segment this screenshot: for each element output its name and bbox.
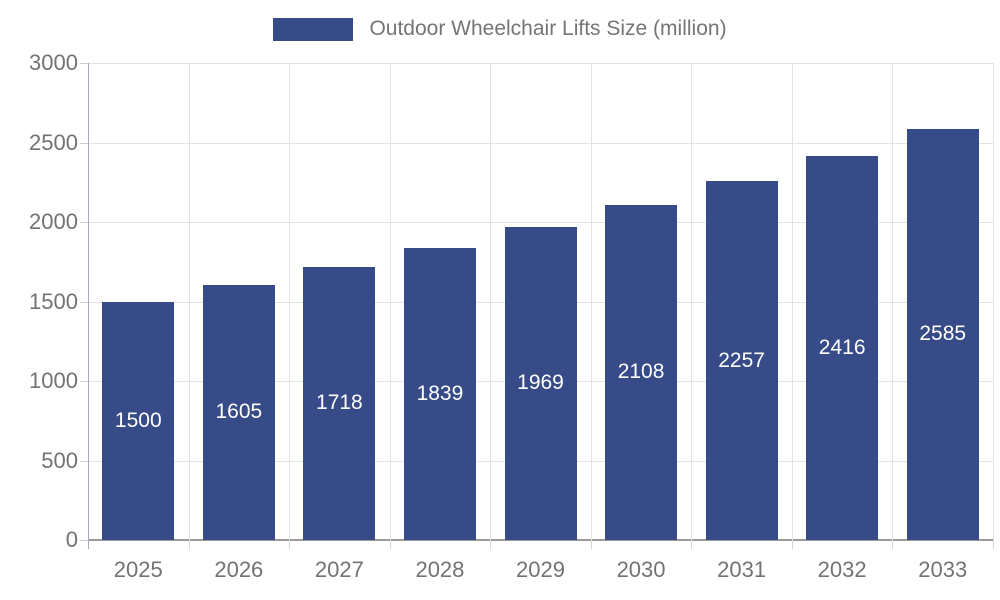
- x-axis-tick: [892, 540, 894, 549]
- y-axis-tick: [80, 63, 88, 64]
- x-tick-label: 2031: [717, 557, 767, 582]
- x-tick-label: 2026: [214, 557, 264, 582]
- gridline-vertical: [892, 63, 894, 540]
- x-tick-label: 2025: [113, 557, 163, 582]
- x-tick-label: 2027: [314, 557, 364, 582]
- y-axis-tick: [80, 460, 88, 462]
- x-axis-tick: [289, 540, 291, 549]
- y-axis-tick: [80, 540, 88, 541]
- y-tick-label: 1500: [29, 288, 78, 314]
- y-tick-label: 2000: [29, 209, 78, 234]
- x-tick-label: 2028: [415, 557, 465, 582]
- x-axis-tick: [791, 540, 793, 549]
- x-tick-label: 2032: [817, 557, 867, 582]
- gridline-vertical: [791, 63, 793, 540]
- bar-2029[interactable]: [504, 226, 577, 540]
- x-axis-tick: [389, 540, 391, 549]
- bar-2026[interactable]: [202, 284, 275, 540]
- y-axis-tick: [80, 301, 88, 303]
- x-axis-tick: [691, 540, 693, 549]
- legend[interactable]: Outdoor Wheelchair Lifts Size (million): [0, 17, 1000, 41]
- y-axis-tick: [80, 142, 88, 144]
- y-tick-label: 0: [65, 527, 78, 552]
- legend-swatch: [273, 17, 354, 41]
- gridline-vertical: [389, 63, 391, 540]
- bar-2025[interactable]: [102, 301, 175, 540]
- x-tick-label: 2029: [516, 557, 565, 582]
- legend-label: Outdoor Wheelchair Lifts Size (million): [369, 17, 727, 40]
- bar-2028[interactable]: [403, 247, 476, 540]
- x-tick-label: 2030: [616, 557, 666, 582]
- bar-2030[interactable]: [605, 204, 678, 540]
- y-axis-tick: [80, 222, 88, 223]
- gridline-vertical: [691, 63, 693, 540]
- y-tick-label: 1000: [29, 368, 78, 393]
- gridline-vertical: [490, 63, 492, 540]
- y-tick-label: 3000: [29, 50, 78, 75]
- x-axis-baseline: [88, 539, 993, 541]
- x-axis-tick: [188, 540, 190, 549]
- gridline-horizontal: [88, 142, 993, 144]
- gridline-vertical: [289, 63, 291, 540]
- bar-2032[interactable]: [806, 155, 879, 540]
- x-axis-tick: [490, 540, 492, 549]
- gridline-vertical: [188, 63, 190, 540]
- x-tick-label: 2033: [918, 557, 968, 582]
- y-axis-tick: [80, 381, 88, 382]
- y-axis-line: [88, 63, 89, 549]
- bar-2033[interactable]: [906, 128, 979, 540]
- bar-2027[interactable]: [303, 266, 376, 540]
- y-tick-label: 500: [41, 447, 78, 473]
- gridline-vertical: [993, 63, 994, 540]
- gridline-horizontal: [88, 63, 993, 64]
- gridline-horizontal: [88, 222, 993, 223]
- y-tick-label: 2500: [29, 129, 78, 155]
- gridline-vertical: [590, 63, 592, 540]
- bar-2031[interactable]: [705, 181, 778, 540]
- x-axis-tick: [993, 540, 994, 549]
- x-axis-tick: [590, 540, 592, 549]
